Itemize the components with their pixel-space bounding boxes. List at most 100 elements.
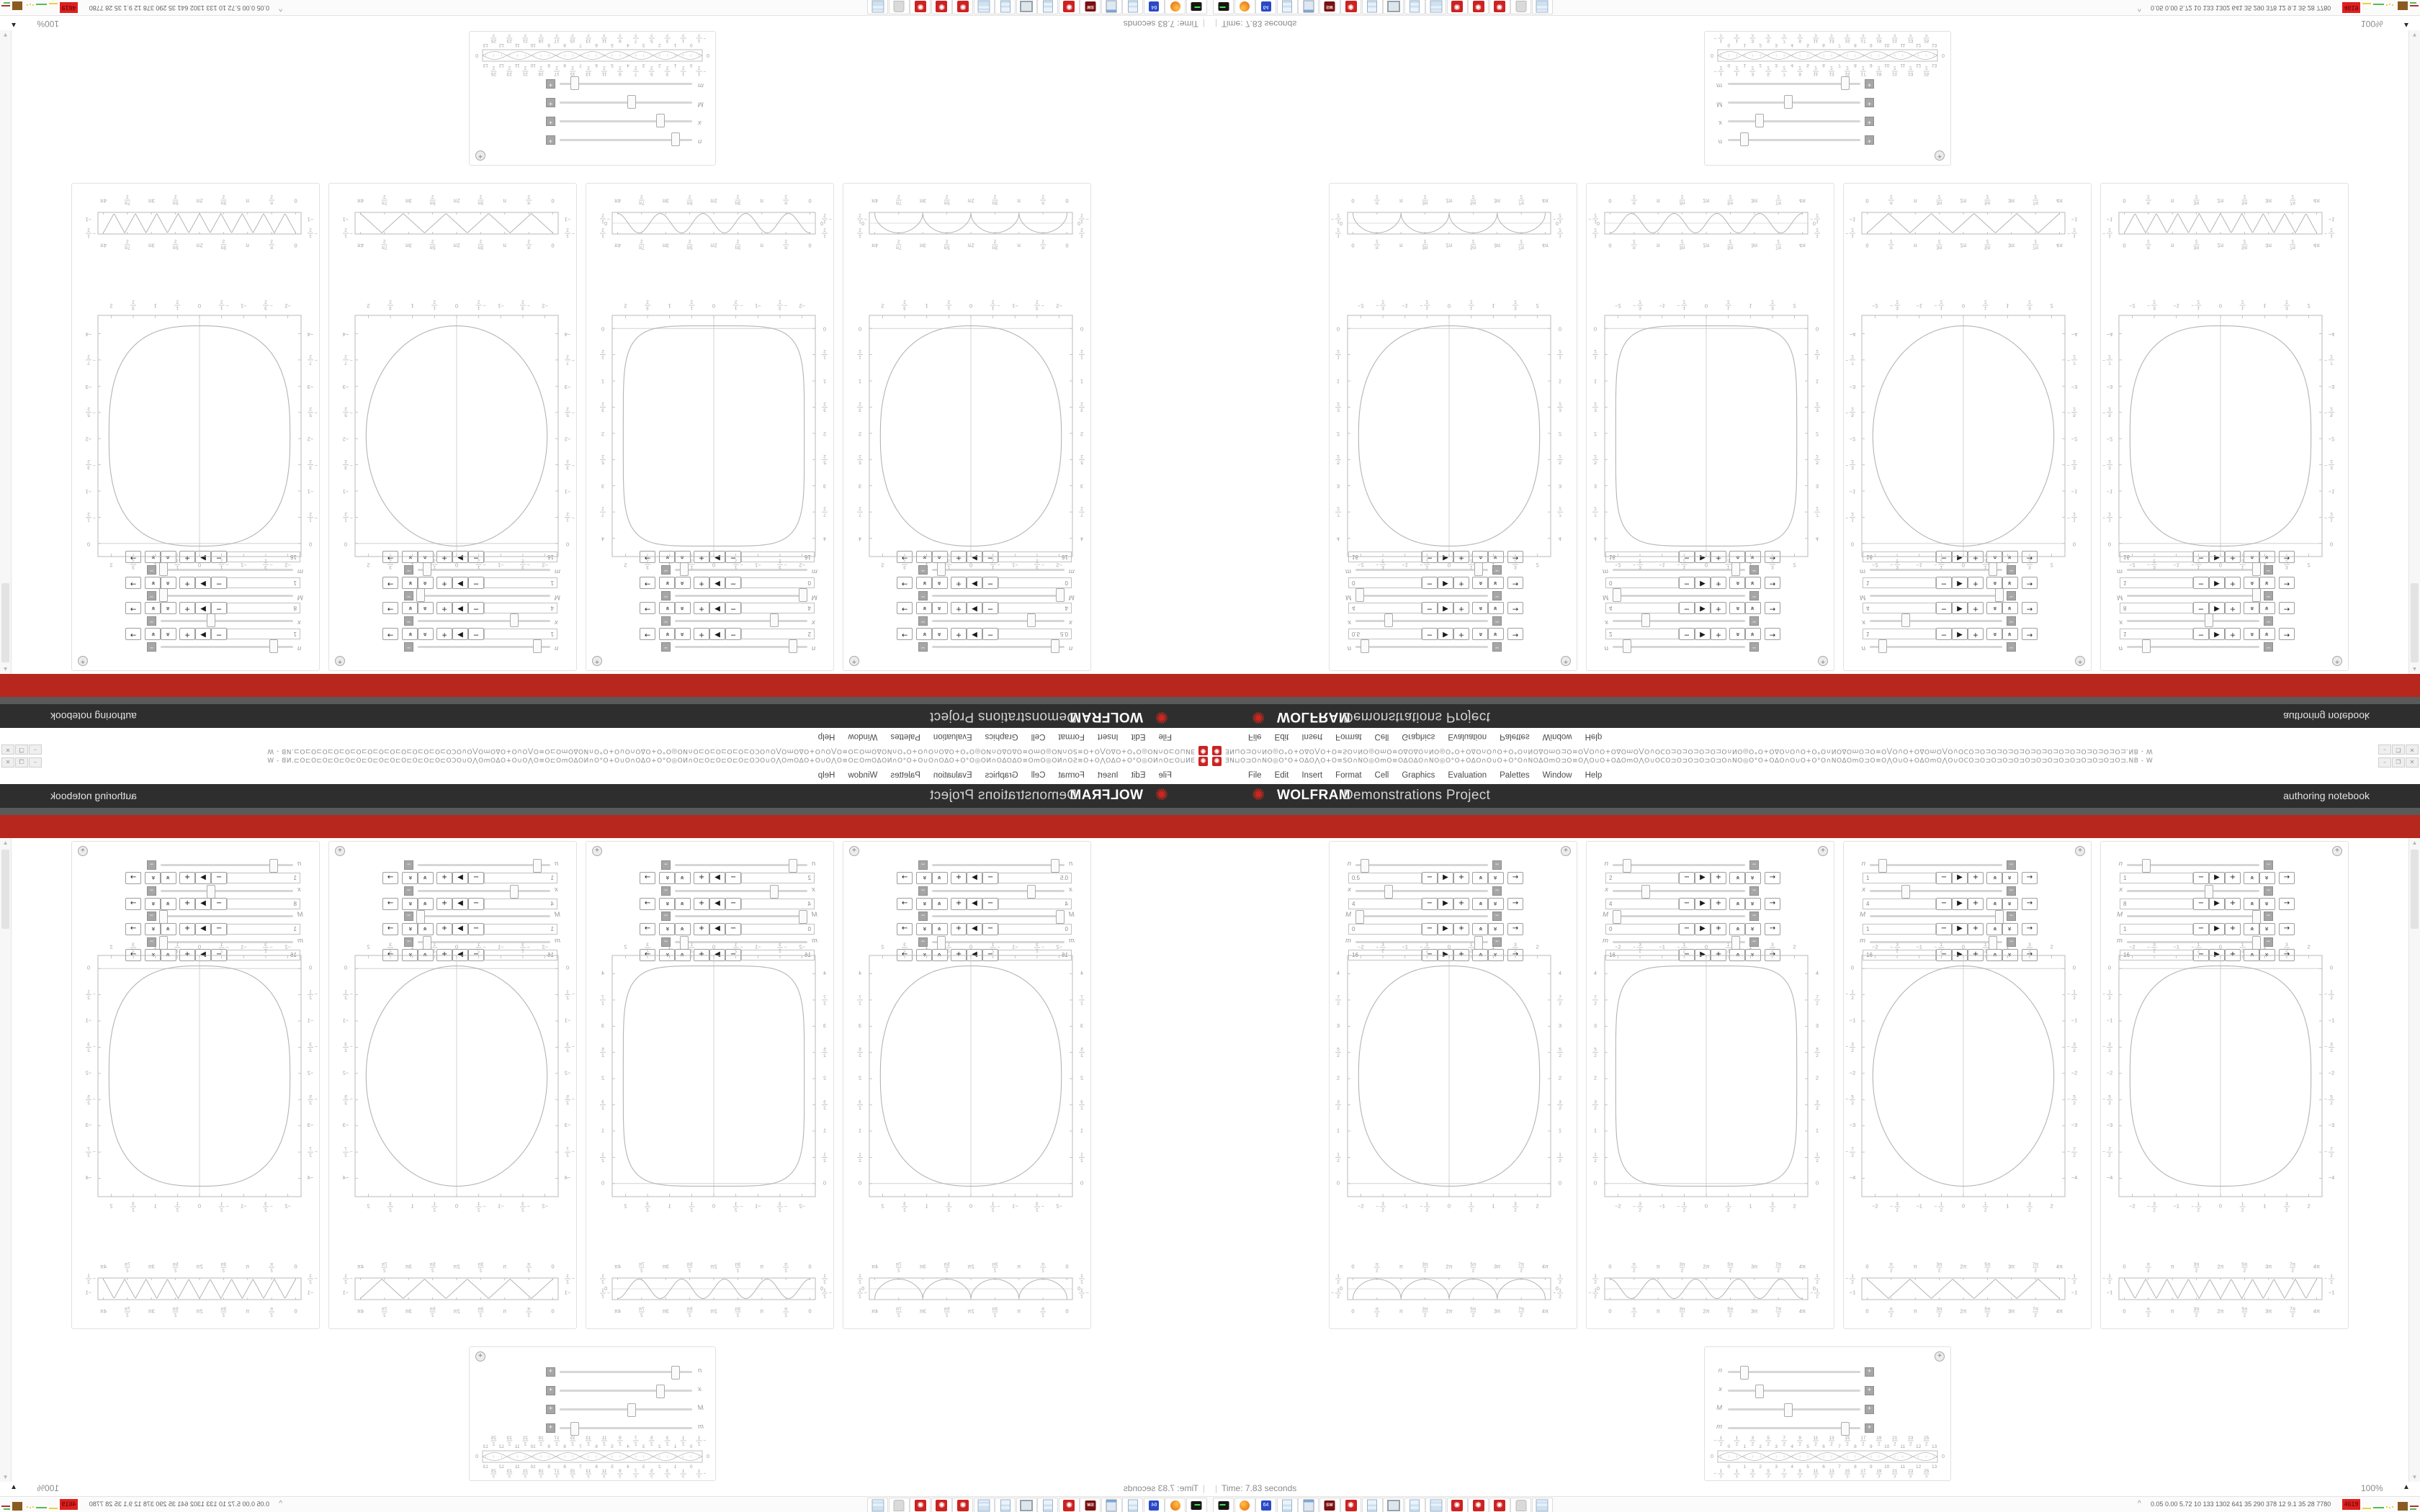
faster-button[interactable]: « (1729, 602, 1745, 614)
decrement-button[interactable]: − (1422, 602, 1438, 614)
scroll-up-icon[interactable]: ▲ (2, 666, 9, 672)
slower-button[interactable]: « (145, 602, 161, 614)
slider-track[interactable] (2127, 613, 2259, 627)
play-button[interactable]: ▶ (195, 577, 211, 589)
faster-button[interactable]: « (2244, 923, 2259, 935)
collapse-controls-button[interactable]: − (1492, 642, 1502, 652)
collapse-controls-button[interactable]: − (2264, 591, 2273, 600)
manipulate-menu-icon[interactable]: + (78, 846, 88, 856)
play-button[interactable]: ▶ (1695, 923, 1711, 935)
slider-track[interactable] (675, 910, 807, 924)
faster-button[interactable]: « (161, 628, 176, 640)
decrement-button[interactable]: − (1679, 602, 1695, 614)
faster-button[interactable]: « (1986, 898, 2002, 910)
value-field[interactable]: 0 (741, 924, 815, 935)
decrement-button[interactable]: − (468, 577, 484, 589)
increment-button[interactable]: + (694, 923, 709, 935)
expand-controls-button[interactable]: + (546, 1423, 555, 1433)
taskbar-icon-solidworks-2020[interactable]: SW (1319, 0, 1340, 14)
slider-track[interactable] (1870, 639, 2002, 653)
manipulate-menu-icon[interactable]: + (592, 656, 602, 666)
play-button[interactable]: ▶ (452, 872, 468, 884)
value-field[interactable]: 4 (1863, 603, 1936, 613)
manipulate-menu-icon[interactable]: + (2332, 846, 2342, 856)
collapse-controls-button[interactable]: − (2264, 860, 2273, 870)
play-button[interactable]: ▶ (195, 872, 211, 884)
step-forward-button[interactable]: → (125, 577, 141, 589)
faster-button[interactable]: « (1729, 577, 1745, 589)
increment-button[interactable]: + (1453, 602, 1469, 614)
taskbar-icon-window[interactable] (1016, 1498, 1037, 1512)
window-titlebar[interactable]: ✺ ƎN⊔O⊐O∩NO◎O°O+O∆O⋀O+O≡SO∩NO◎OmO≡O∆O∆O∩… (0, 756, 1210, 768)
slower-button[interactable]: « (1488, 577, 1504, 589)
collapse-controls-button[interactable]: − (1492, 860, 1502, 870)
play-button[interactable]: ▶ (1952, 602, 1968, 614)
play-button[interactable]: ▶ (1438, 898, 1453, 910)
taskbar-icon-calculator[interactable] (1101, 0, 1122, 14)
increment-button[interactable]: + (1968, 898, 1984, 910)
slider-track[interactable] (1613, 639, 1745, 653)
restore-button[interactable]: ❐ (2392, 744, 2405, 755)
faster-button[interactable]: « (1986, 577, 2002, 589)
slider-thumb[interactable] (627, 1403, 636, 1417)
step-forward-button[interactable]: → (2022, 602, 2038, 614)
increment-button[interactable]: + (436, 602, 452, 614)
taskbar-icon-hand[interactable] (1510, 0, 1531, 14)
play-button[interactable]: ▶ (967, 602, 982, 614)
step-forward-button[interactable]: → (897, 923, 913, 935)
play-button[interactable]: ▶ (1695, 872, 1711, 884)
slower-button[interactable]: « (916, 923, 932, 935)
scrollbar-thumb[interactable] (2411, 850, 2419, 929)
manipulate-menu-icon[interactable]: + (849, 656, 859, 666)
decrement-button[interactable]: − (1679, 628, 1695, 640)
manipulate-menu-icon[interactable]: + (1935, 1351, 1945, 1362)
increment-button[interactable]: + (1453, 923, 1469, 935)
slider-thumb[interactable] (1613, 910, 1621, 924)
taskbar-icon-document[interactable] (995, 0, 1016, 14)
menu-item-window[interactable]: Window (1542, 771, 1572, 780)
faster-button[interactable]: « (2244, 628, 2259, 640)
menu-item-help[interactable]: Help (817, 732, 835, 741)
increment-button[interactable]: + (2225, 577, 2241, 589)
slider-track[interactable] (1613, 613, 1745, 627)
slider-thumb[interactable] (1841, 1422, 1850, 1436)
increment-button[interactable]: + (1711, 923, 1726, 935)
value-field[interactable]: 0.5 (998, 873, 1072, 883)
slider-thumb[interactable] (1901, 613, 1910, 627)
collapse-controls-button[interactable]: − (1749, 642, 1759, 652)
faster-button[interactable]: « (418, 923, 434, 935)
step-forward-button[interactable]: → (1507, 898, 1523, 910)
slider-track[interactable] (161, 639, 293, 653)
increment-button[interactable]: + (694, 872, 709, 884)
manipulate-menu-icon[interactable]: + (2332, 656, 2342, 666)
increment-button[interactable]: + (179, 602, 195, 614)
play-button[interactable]: ▶ (1695, 898, 1711, 910)
increment-button[interactable]: + (179, 577, 195, 589)
slider-track[interactable] (1870, 859, 2002, 873)
play-button[interactable]: ▶ (452, 577, 468, 589)
faster-button[interactable]: « (1986, 628, 2002, 640)
slower-button[interactable]: « (1745, 628, 1761, 640)
faster-button[interactable]: « (675, 602, 691, 614)
value-field[interactable]: 8 (2120, 603, 2193, 613)
decrement-button[interactable]: − (211, 872, 227, 884)
collapse-controls-button[interactable]: − (1749, 886, 1759, 896)
increment-button[interactable]: + (179, 872, 195, 884)
slider-track[interactable] (1870, 613, 2002, 627)
taskbar-icon-terminal[interactable] (1186, 1498, 1207, 1512)
value-field[interactable]: 0 (741, 577, 815, 588)
slower-button[interactable]: « (916, 577, 932, 589)
scroll-down-icon[interactable]: ▼ (2, 1474, 9, 1480)
value-field[interactable]: 4 (1348, 603, 1422, 613)
taskbar-icon-documents[interactable] (1425, 0, 1446, 14)
taskbar-icon-documents[interactable] (1425, 1498, 1446, 1512)
expand-controls-button[interactable]: + (1865, 1386, 1874, 1395)
decrement-button[interactable]: − (1936, 602, 1952, 614)
faster-button[interactable]: « (932, 577, 948, 589)
collapse-controls-button[interactable]: − (918, 912, 928, 921)
step-forward-button[interactable]: → (640, 872, 655, 884)
slider-track[interactable] (2127, 910, 2261, 924)
step-forward-button[interactable]: → (640, 923, 655, 935)
slider-thumb[interactable] (671, 1366, 680, 1380)
slider-track[interactable] (675, 885, 807, 899)
